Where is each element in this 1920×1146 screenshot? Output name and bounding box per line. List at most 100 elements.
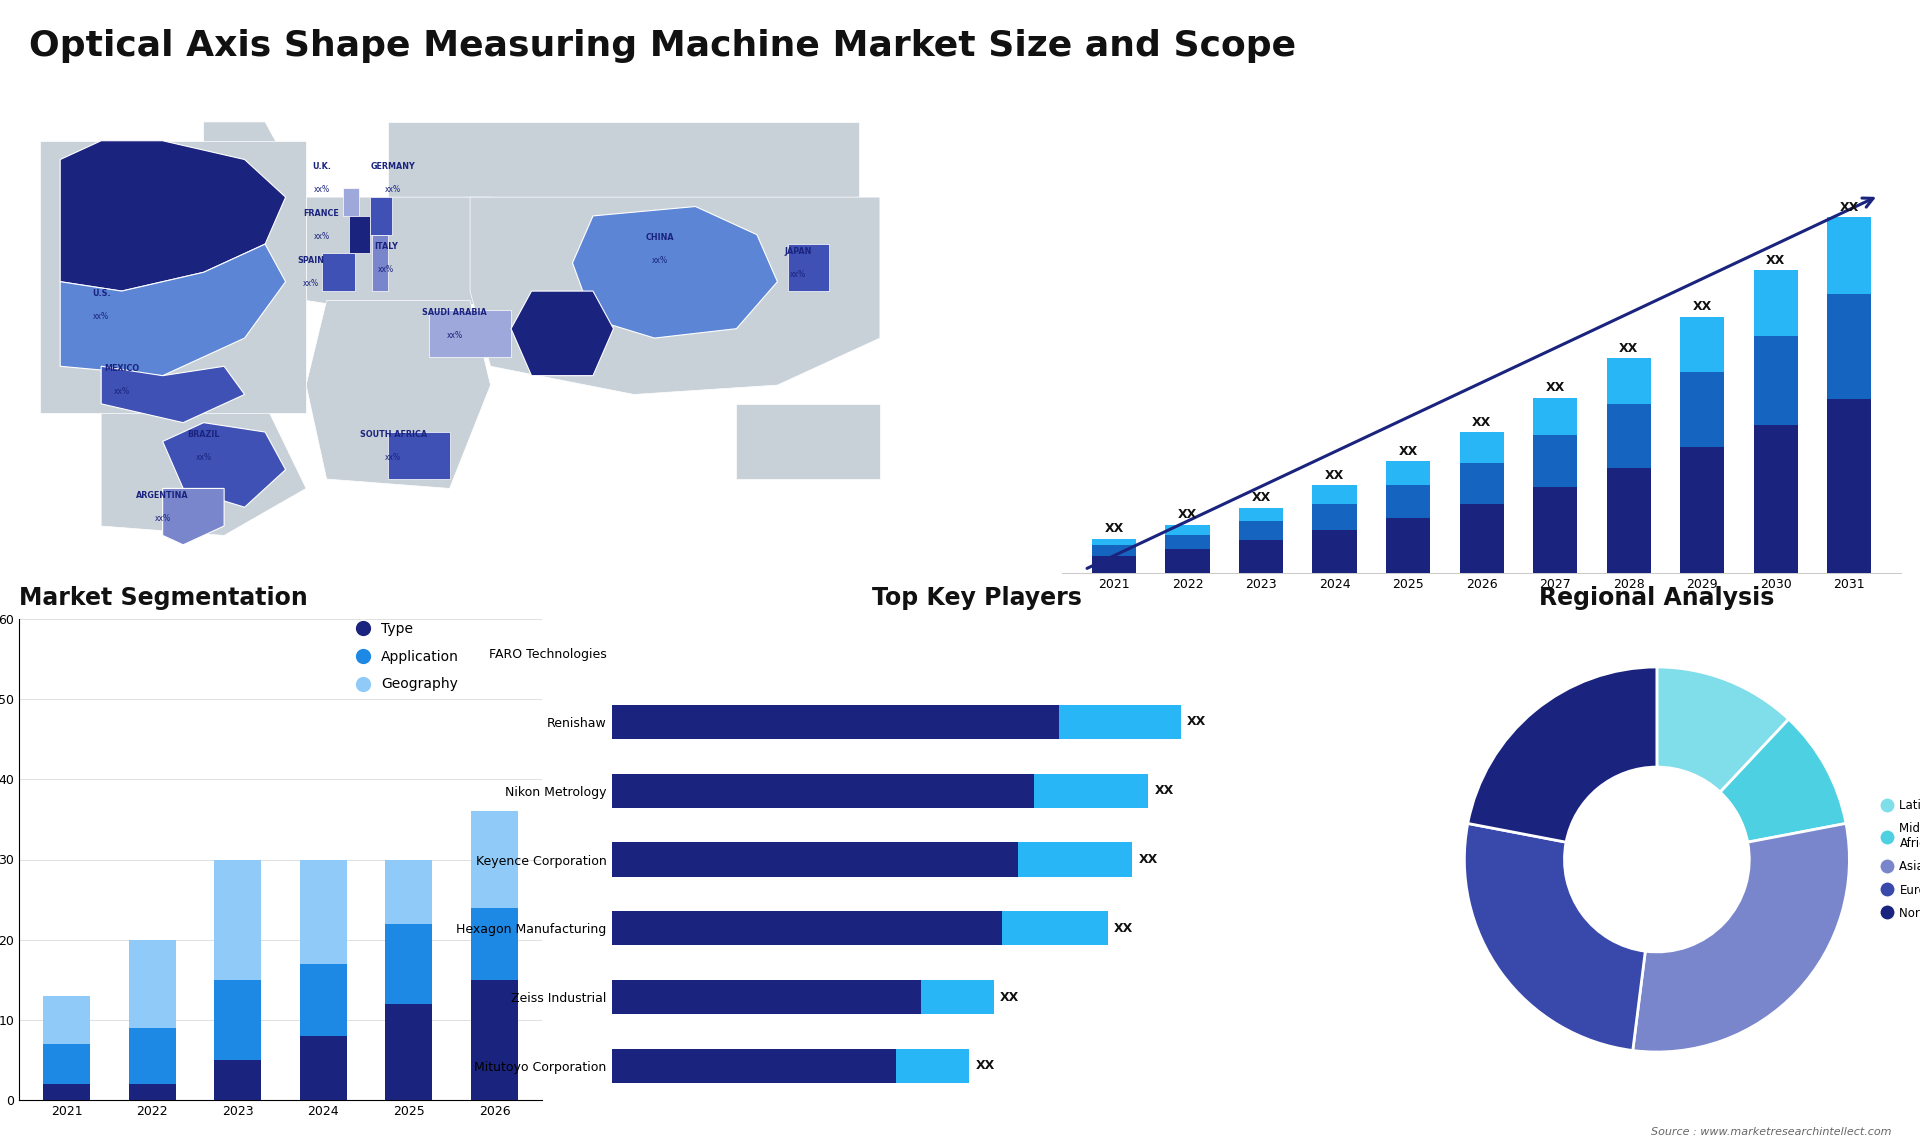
Bar — [920, 980, 995, 1014]
Bar — [386, 1004, 432, 1100]
Wedge shape — [1632, 824, 1849, 1052]
Bar — [215, 1060, 261, 1100]
Text: U.K.: U.K. — [313, 163, 330, 171]
Bar — [1092, 539, 1137, 545]
Polygon shape — [388, 432, 449, 479]
Polygon shape — [388, 121, 860, 197]
Bar — [1058, 705, 1181, 739]
Bar — [300, 860, 348, 964]
Bar — [1459, 432, 1503, 463]
Text: ARGENTINA: ARGENTINA — [136, 492, 188, 500]
Bar — [612, 1049, 897, 1083]
Text: xx%: xx% — [378, 265, 394, 274]
Bar — [1238, 540, 1283, 573]
Bar — [1828, 399, 1872, 573]
Bar — [612, 774, 1035, 808]
Text: ITALY: ITALY — [374, 242, 397, 251]
Bar — [897, 1049, 970, 1083]
Bar — [1828, 217, 1872, 295]
Text: GERMANY: GERMANY — [371, 163, 415, 171]
Text: xx%: xx% — [92, 312, 109, 321]
Text: JAPAN: JAPAN — [783, 246, 812, 256]
Text: xx%: xx% — [313, 233, 330, 242]
Bar — [1092, 545, 1137, 556]
Wedge shape — [1467, 667, 1657, 842]
Bar — [42, 996, 90, 1044]
Title: Top Key Players: Top Key Players — [872, 586, 1083, 610]
Bar — [1532, 398, 1576, 435]
Text: xx%: xx% — [313, 186, 330, 195]
Legend: Latin America, Middle East &
Africa, Asia Pacific, Europe, North America: Latin America, Middle East & Africa, Asi… — [1880, 794, 1920, 925]
Bar — [1607, 405, 1651, 468]
Text: xx%: xx% — [386, 186, 401, 195]
Text: XX: XX — [1000, 990, 1020, 1004]
Bar — [1313, 485, 1357, 504]
Bar — [1753, 270, 1797, 336]
Text: U.S.: U.S. — [92, 289, 111, 298]
Bar — [1238, 521, 1283, 540]
Text: INDIA: INDIA — [528, 308, 555, 317]
Text: XX: XX — [1114, 921, 1133, 935]
Polygon shape — [372, 235, 388, 291]
Text: SOUTH AFRICA: SOUTH AFRICA — [359, 430, 426, 439]
Text: xx%: xx% — [303, 280, 319, 289]
Bar — [1165, 535, 1210, 549]
Text: xx%: xx% — [386, 453, 401, 462]
Polygon shape — [371, 197, 392, 235]
Bar — [1238, 508, 1283, 521]
Polygon shape — [204, 121, 286, 179]
Wedge shape — [1465, 824, 1645, 1051]
Polygon shape — [163, 488, 225, 544]
Bar — [1828, 295, 1872, 399]
Bar — [1607, 358, 1651, 405]
Bar — [1386, 518, 1430, 573]
Text: XX: XX — [1154, 784, 1173, 798]
Bar — [215, 980, 261, 1060]
Text: XX: XX — [1325, 469, 1344, 481]
Text: XX: XX — [1619, 342, 1638, 354]
Text: XX: XX — [1398, 445, 1417, 457]
Text: XX: XX — [1473, 416, 1492, 429]
Polygon shape — [787, 244, 829, 291]
Text: SAUDI ARABIA: SAUDI ARABIA — [422, 308, 488, 317]
Bar — [1313, 529, 1357, 573]
Wedge shape — [1657, 667, 1789, 792]
Text: XX: XX — [1139, 853, 1158, 866]
Text: XX: XX — [1104, 523, 1123, 535]
Text: xx%: xx% — [113, 387, 131, 397]
Polygon shape — [305, 197, 511, 320]
Bar — [1532, 487, 1576, 573]
Bar — [1035, 774, 1148, 808]
Text: SPAIN: SPAIN — [298, 257, 324, 265]
Bar — [129, 1084, 175, 1100]
Bar — [1165, 549, 1210, 573]
Text: xx%: xx% — [447, 331, 463, 340]
Bar — [1386, 461, 1430, 485]
Bar — [612, 705, 1058, 739]
Polygon shape — [470, 197, 879, 394]
Polygon shape — [572, 206, 778, 338]
Bar — [1607, 468, 1651, 573]
Text: CHINA: CHINA — [645, 233, 674, 242]
Bar — [1680, 371, 1724, 447]
Text: FRANCE: FRANCE — [303, 210, 340, 218]
Bar — [470, 980, 518, 1100]
Polygon shape — [60, 141, 286, 291]
Text: XX: XX — [975, 1059, 995, 1073]
Text: XX: XX — [1252, 492, 1271, 504]
Text: XX: XX — [1177, 509, 1196, 521]
Bar — [386, 860, 432, 924]
Bar — [1165, 525, 1210, 535]
Bar — [1002, 911, 1108, 945]
Bar — [300, 964, 348, 1036]
Text: XX: XX — [1839, 201, 1859, 213]
Bar — [1092, 556, 1137, 573]
Bar — [612, 980, 920, 1014]
Polygon shape — [511, 291, 614, 376]
Bar — [1018, 842, 1133, 877]
Title: Regional Analysis: Regional Analysis — [1540, 586, 1774, 610]
Text: xx%: xx% — [144, 209, 161, 218]
Wedge shape — [1720, 720, 1845, 842]
Text: BRAZIL: BRAZIL — [188, 430, 221, 439]
Bar — [1459, 504, 1503, 573]
